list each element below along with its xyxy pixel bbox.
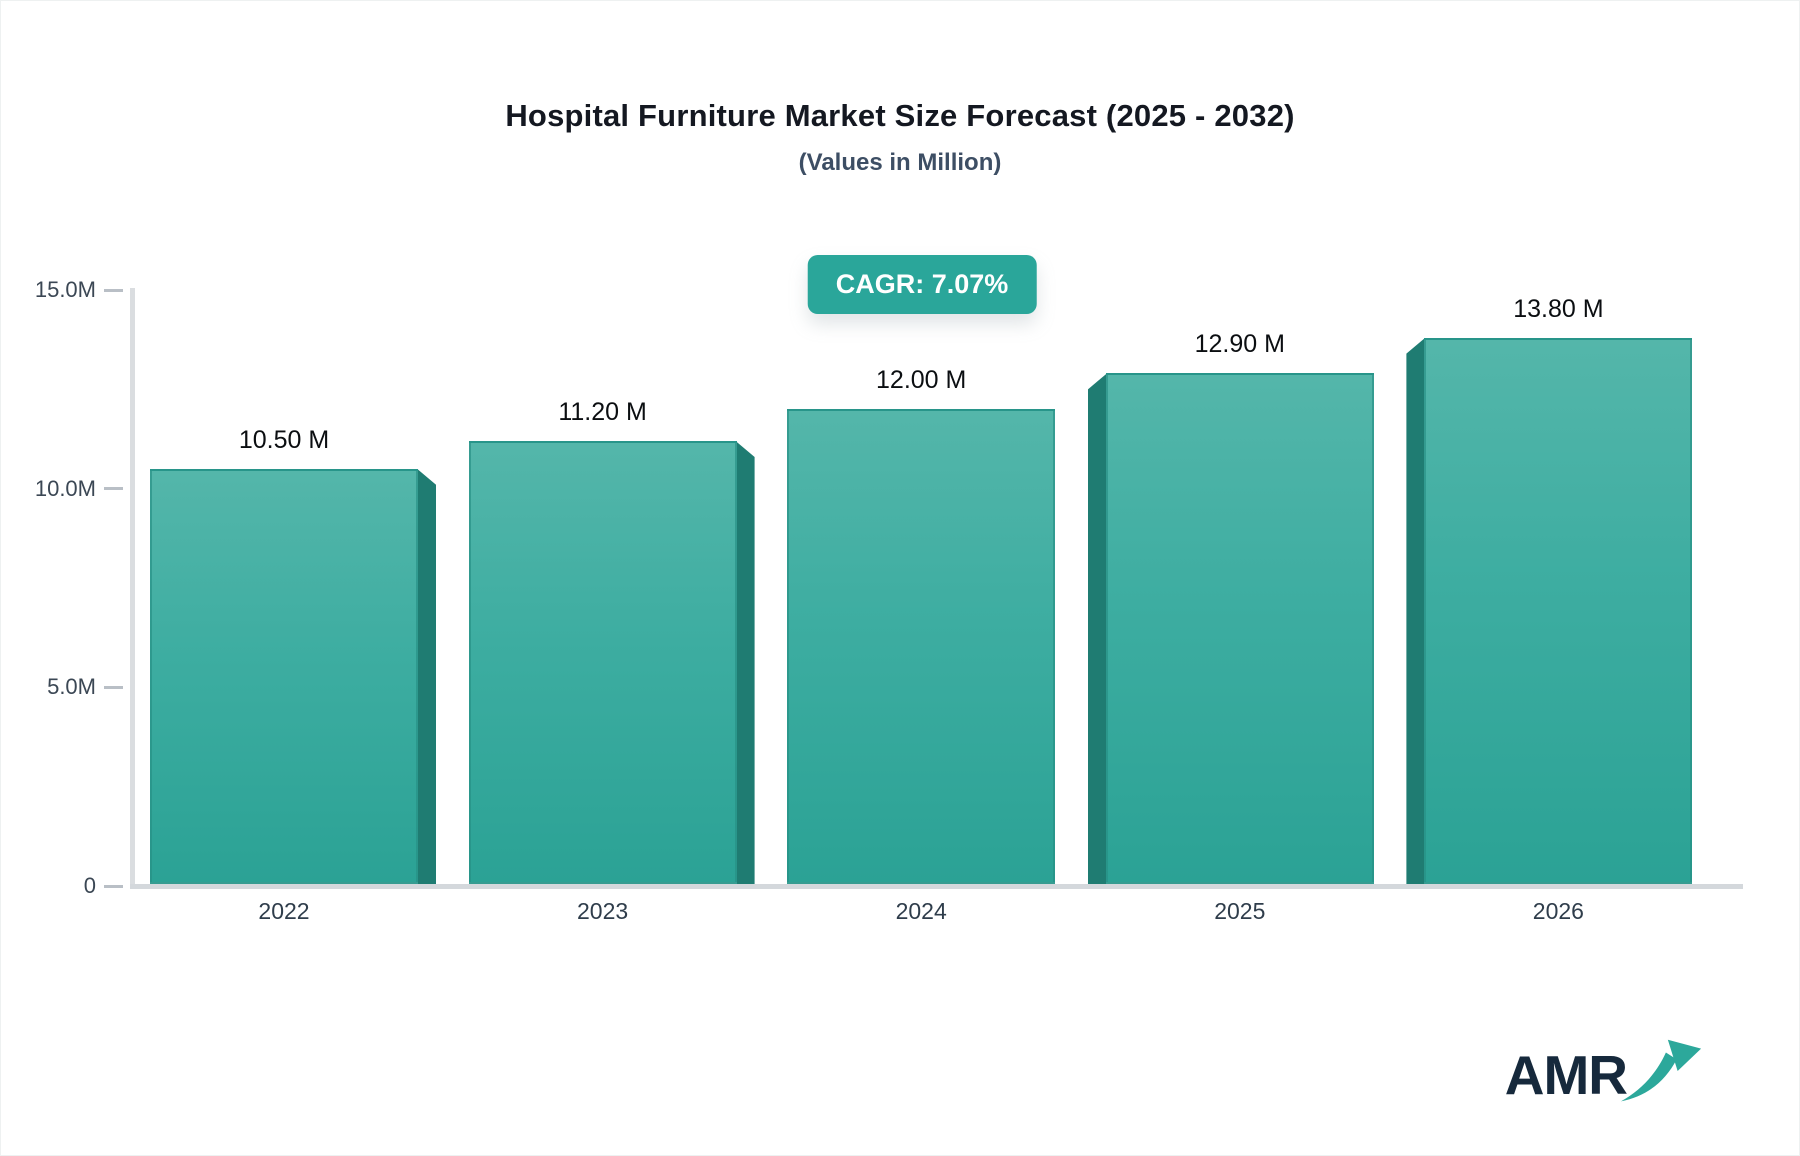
bar-side-2026 <box>1406 337 1426 884</box>
bar-value-label-2025: 12.90 M <box>1194 330 1285 359</box>
x-axis-label-2026: 2026 <box>1532 898 1584 924</box>
y-axis-tick-5.0M <box>104 685 123 689</box>
cagr-badge: CAGR: 7.07% <box>807 255 1037 314</box>
bar-value-label-2026: 13.80 M <box>1513 294 1604 323</box>
bar-2026 <box>1424 337 1693 884</box>
amr-logo-text: AMR <box>1504 1044 1628 1106</box>
bar-side-2023 <box>735 440 755 884</box>
y-axis-label-10.0M: 10.0M <box>34 475 96 501</box>
bar-value-label-2023: 11.20 M <box>558 397 647 426</box>
x-axis-label-2022: 2022 <box>258 898 310 924</box>
x-axis-label-2025: 2025 <box>1214 898 1266 924</box>
y-axis-tick-0 <box>104 884 123 888</box>
amr-logo-arrow-icon <box>1620 1039 1702 1102</box>
x-axis-label-2024: 2024 <box>895 898 947 924</box>
y-axis-label-5.0M: 5.0M <box>47 674 96 700</box>
bar-side-2022 <box>417 468 436 884</box>
y-axis-label-15.0M: 15.0M <box>34 277 96 302</box>
chart-subtitle: (Values in Million) <box>798 149 1002 176</box>
bar-value-label-2024: 12.00 M <box>876 366 967 395</box>
bar-2022 <box>150 468 418 884</box>
bar-value-label-2022: 10.50 M <box>238 425 330 454</box>
bar-side-2025 <box>1087 373 1107 884</box>
x-axis-label-2023: 2023 <box>577 898 629 924</box>
y-axis-tick-10.0M <box>104 487 123 491</box>
amr-logo: AMR <box>1504 1039 1705 1110</box>
bar-2024 <box>787 409 1056 884</box>
y-axis-line <box>130 288 135 889</box>
x-axis-baseline <box>130 884 1743 889</box>
bar-2023 <box>468 440 737 884</box>
y-axis-tick-15.0M <box>104 288 123 292</box>
chart-title: Hospital Furniture Market Size Forecast … <box>505 98 1295 133</box>
y-axis-label-0: 0 <box>83 873 96 898</box>
bar-2025 <box>1105 373 1374 884</box>
